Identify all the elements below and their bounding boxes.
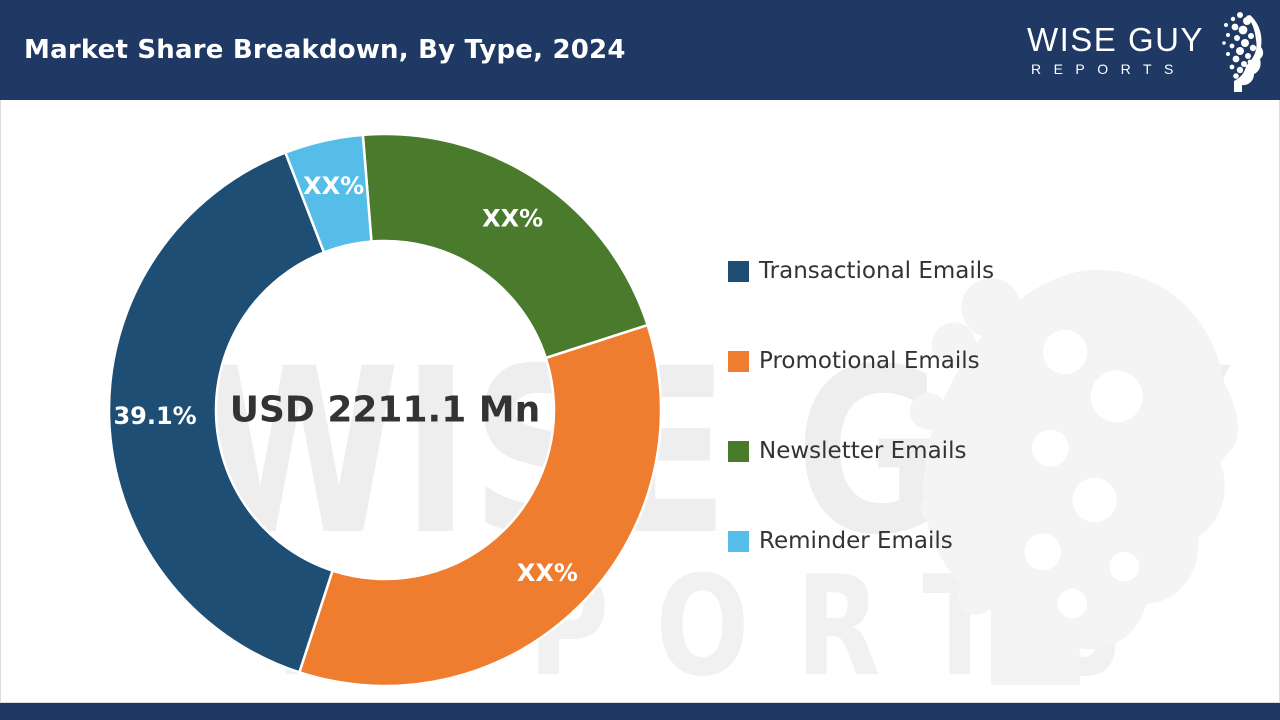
- legend-swatch-transactional: [728, 260, 749, 282]
- legend-label: Transactional Emails: [759, 258, 995, 284]
- donut-center-value: USD 2211.1 Mn: [229, 389, 541, 431]
- slice-label-newsletter-emails: XX%: [482, 205, 543, 233]
- slice-reminder-emails: [284, 133, 373, 254]
- header-bar: Market Share Breakdown, By Type, 2024 WI…: [0, 0, 1280, 100]
- wise-guy-head-icon: [1222, 12, 1264, 92]
- legend-item-newsletter-emails: Newsletter Emails: [728, 438, 994, 464]
- legend-item-reminder-emails: Reminder Emails: [728, 528, 994, 554]
- legend: Transactional Emails Promotional Emails …: [728, 258, 994, 554]
- logo-subtitle: REPORTS: [1030, 60, 1186, 77]
- page-title: Market Share Breakdown, By Type, 2024: [24, 35, 626, 65]
- slice-label-promotional-emails: XX%: [517, 559, 578, 587]
- slice-newsletter-emails: [361, 132, 649, 360]
- wise-guy-logo-text: WISE GUY REPORTS: [1027, 23, 1204, 77]
- legend-label: Newsletter Emails: [759, 438, 967, 464]
- donut-chart: XX% XX% 39.1% XX%: [107, 132, 663, 688]
- slice-transactional-emails: [107, 151, 334, 674]
- legend-swatch-reminder: [728, 530, 749, 552]
- slice-label-transactional-emails: 39.1%: [113, 402, 196, 430]
- legend-item-transactional-emails: Transactional Emails: [728, 258, 994, 284]
- legend-label: Reminder Emails: [759, 528, 953, 554]
- footer-bar: [0, 702, 1280, 720]
- logo-wordmark: WISE GUY: [1026, 21, 1204, 59]
- slice-label-reminder-emails: XX%: [303, 172, 364, 200]
- legend-item-promotional-emails: Promotional Emails: [728, 348, 994, 374]
- legend-swatch-newsletter: [728, 440, 749, 462]
- legend-swatch-promotional: [728, 350, 749, 372]
- slice-promotional-emails: [298, 323, 663, 688]
- wise-guy-logo: WISE GUY REPORTS: [1027, 8, 1264, 92]
- legend-label: Promotional Emails: [759, 348, 980, 374]
